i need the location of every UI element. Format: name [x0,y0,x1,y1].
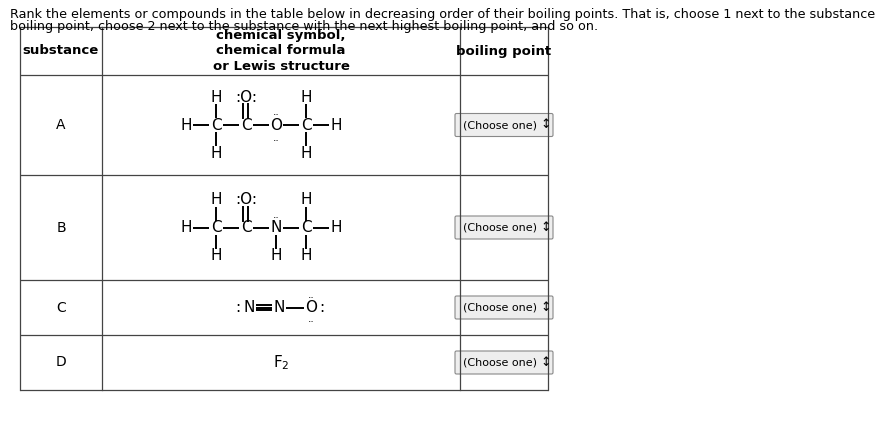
Text: ↕: ↕ [540,301,551,314]
Text: H: H [210,248,221,263]
Text: H: H [270,248,282,263]
Text: F$_2$: F$_2$ [272,353,289,372]
Text: H: H [210,192,221,207]
Text: C: C [211,220,221,235]
Text: H: H [300,89,312,105]
Text: chemical symbol,
chemical formula
or Lewis structure: chemical symbol, chemical formula or Lew… [212,29,349,73]
FancyBboxPatch shape [455,351,552,374]
Text: boiling point: boiling point [456,44,551,57]
Text: H: H [300,192,312,207]
Text: ..: .. [307,291,314,300]
Text: O: O [305,300,317,315]
Text: D: D [55,356,67,369]
Text: (Choose one): (Choose one) [463,222,536,232]
Text: N: N [273,300,284,315]
Text: ↕: ↕ [540,356,551,369]
Text: (Choose one): (Choose one) [463,120,536,130]
Text: ..: .. [272,210,279,219]
Text: :O:: :O: [234,192,256,207]
Text: N: N [270,220,281,235]
Text: substance: substance [23,44,99,57]
Text: boiling point, choose 2 next to the substance with the next highest boiling poin: boiling point, choose 2 next to the subs… [10,20,597,33]
Text: :O:: :O: [234,89,256,105]
Text: H: H [300,248,312,263]
Text: :: : [319,300,324,315]
Text: A: A [56,118,66,132]
Text: H: H [300,146,312,161]
Text: H: H [180,117,191,133]
Text: H: H [210,146,221,161]
Text: C: C [241,220,251,235]
Text: ..: .. [272,133,279,143]
Text: ↕: ↕ [540,221,551,234]
Text: O: O [270,117,282,133]
Text: C: C [56,300,66,315]
Text: H: H [330,117,342,133]
Text: B: B [56,221,66,235]
Text: N: N [243,300,255,315]
FancyBboxPatch shape [455,113,552,137]
Text: C: C [241,117,251,133]
Text: (Choose one): (Choose one) [463,357,536,368]
Text: :: : [235,300,241,315]
Text: H: H [180,220,191,235]
Text: (Choose one): (Choose one) [463,303,536,312]
FancyBboxPatch shape [455,216,552,239]
Text: Rank the elements or compounds in the table below in decreasing order of their b: Rank the elements or compounds in the ta… [10,8,878,21]
Text: C: C [211,117,221,133]
Text: C: C [300,220,311,235]
Text: C: C [300,117,311,133]
Text: ↕: ↕ [540,118,551,132]
Text: H: H [330,220,342,235]
Text: ..: .. [272,107,279,117]
FancyBboxPatch shape [455,296,552,319]
Text: ..: .. [307,315,314,324]
Text: H: H [210,89,221,105]
